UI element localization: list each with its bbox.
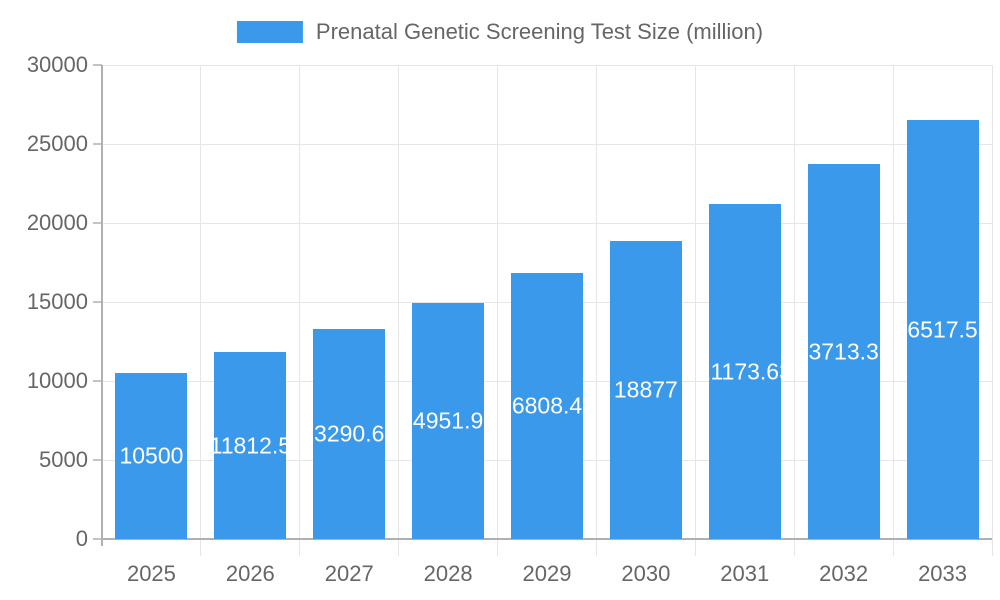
bar[interactable] (214, 352, 287, 539)
x-tick-label: 2028 (423, 561, 473, 586)
y-tick-mark (93, 143, 102, 145)
bar-value-label: 18877 (613, 376, 678, 403)
y-tick-label: 15000 (26, 289, 88, 314)
y-axis-line (101, 65, 103, 546)
h-gridline (102, 143, 992, 145)
bar-value-label: 21173.63 (697, 358, 792, 385)
bar[interactable] (609, 240, 682, 539)
chart-legend[interactable]: Prenatal Genetic Screening Test Size (mi… (236, 19, 764, 45)
v-gridline (991, 65, 993, 556)
v-gridline (595, 65, 597, 556)
y-tick-label: 25000 (26, 131, 88, 156)
y-tick-mark (93, 380, 102, 382)
y-tick-label: 5000 (39, 447, 88, 472)
bar[interactable] (906, 120, 979, 539)
bar[interactable] (511, 273, 583, 539)
x-tick-label: 2032 (819, 561, 869, 586)
bar[interactable] (412, 302, 485, 539)
bar-value-label: 23713.36 (795, 338, 892, 365)
h-gridline (102, 64, 992, 66)
v-gridline (793, 65, 795, 556)
y-tick-mark (93, 64, 102, 66)
y-tick-label: 10000 (26, 368, 88, 393)
bar-value-label: 13290.63 (301, 420, 398, 447)
x-tick-label: 2031 (720, 561, 770, 586)
y-tick-mark (93, 222, 102, 224)
y-tick-label: 30000 (26, 52, 88, 77)
bar-value-label: 11812.5 (209, 432, 292, 459)
x-axis-line (102, 538, 992, 540)
v-gridline (892, 65, 894, 556)
y-tick-mark (93, 301, 102, 303)
v-gridline (299, 65, 301, 556)
v-gridline (200, 65, 202, 556)
v-gridline (497, 65, 499, 556)
v-gridline (694, 65, 696, 556)
legend-swatch (236, 21, 303, 43)
bar[interactable] (708, 204, 781, 539)
x-tick-label: 2027 (324, 561, 374, 586)
legend-label: Prenatal Genetic Screening Test Size (mi… (315, 19, 764, 44)
x-tick-label: 2030 (621, 561, 671, 586)
bar[interactable] (807, 164, 880, 539)
y-tick-mark (93, 538, 102, 540)
bar-value-label: 26517.55 (894, 316, 991, 342)
h-gridline (102, 222, 992, 224)
y-tick-label: 20000 (26, 210, 88, 235)
bar[interactable] (313, 329, 386, 539)
y-tick-label: 0 (75, 526, 88, 551)
bar-value-label: 14951.96 (400, 407, 497, 434)
v-gridline (398, 65, 400, 556)
x-tick-label: 2025 (126, 561, 176, 586)
x-tick-label: 2033 (918, 561, 968, 586)
x-tick-label: 2029 (522, 561, 572, 586)
bar-value-label: 16808.45 (499, 392, 595, 419)
bar[interactable] (115, 373, 188, 539)
y-tick-mark (93, 459, 102, 461)
bar-value-label: 10500 (119, 442, 184, 469)
x-tick-label: 2026 (225, 561, 275, 586)
